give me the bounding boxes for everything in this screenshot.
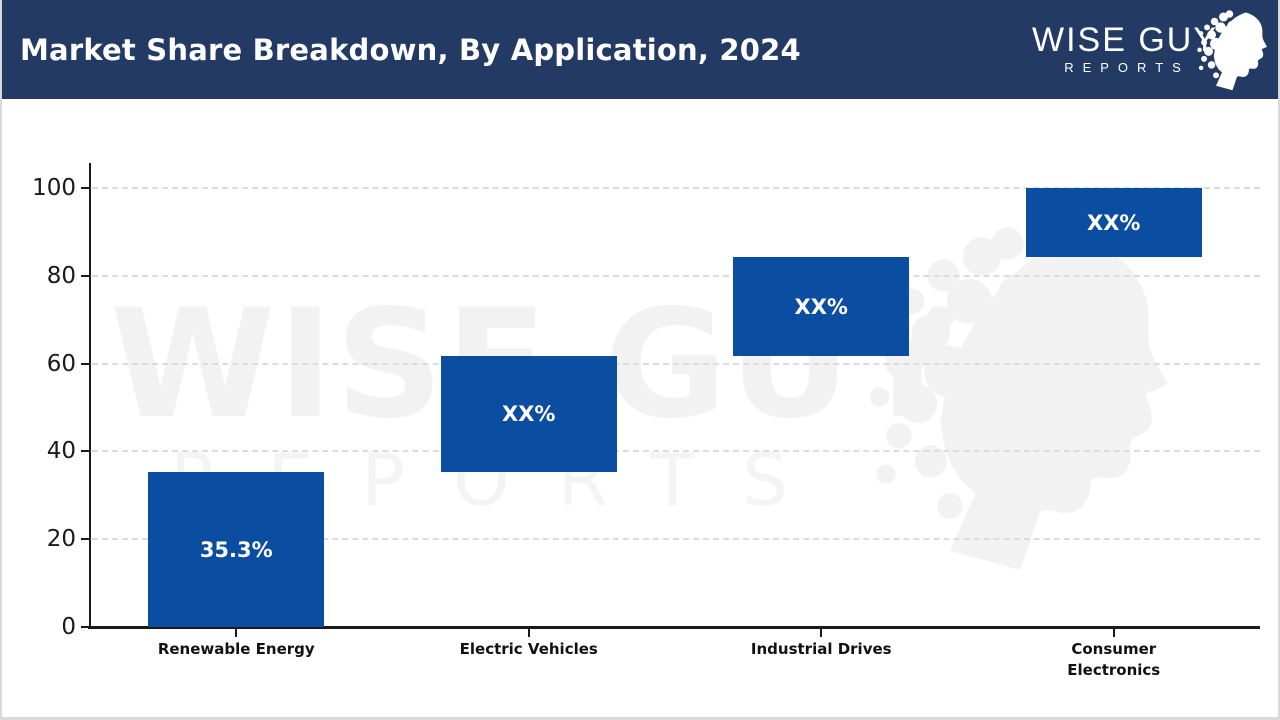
y-axis-line — [89, 163, 91, 629]
bar-segment: 35.3% — [148, 472, 325, 627]
y-tick-mark — [81, 274, 90, 277]
x-category-label: Industrial Drives — [750, 640, 892, 658]
x-category-label: Renewable Energy — [157, 640, 315, 658]
y-tick-mark — [81, 626, 90, 628]
x-axis-line — [88, 626, 1260, 629]
x-tick-mark — [527, 629, 530, 637]
logo-wordmark: WISE GUY — [1032, 21, 1219, 59]
y-tick-label: 60 — [46, 350, 76, 377]
bar-segment: XX% — [1025, 188, 1202, 258]
bar-value-label: 35.3% — [199, 537, 273, 562]
bar-value-label: XX% — [794, 294, 848, 319]
y-tick-mark — [81, 362, 90, 365]
page-title: Market Share Breakdown, By Application, … — [20, 32, 801, 67]
gridline — [92, 450, 1260, 453]
bar-segment: XX% — [733, 257, 910, 356]
x-category-label: Electric Vehicles — [459, 640, 598, 658]
y-tick-mark — [81, 187, 90, 189]
logo-head-dots-icon — [1188, 8, 1274, 94]
bar-value-label: XX% — [1087, 210, 1141, 235]
x-tick-mark — [820, 629, 823, 637]
gridline — [92, 187, 1260, 189]
y-tick-label: 0 — [61, 614, 76, 640]
x-tick-mark — [235, 629, 238, 637]
y-tick-label: 100 — [32, 175, 76, 201]
x-category-label: Consumer Electronics — [1067, 640, 1161, 679]
logo-text: WISE GUY REPORTS — [1032, 22, 1218, 75]
wiseguy-logo: WISE GUY REPORTS — [1002, 6, 1274, 94]
gridline — [92, 274, 1260, 277]
x-tick-mark — [1112, 629, 1115, 637]
y-tick-mark — [81, 538, 90, 541]
header-bar: Market Share Breakdown, By Application, … — [2, 0, 1278, 99]
y-tick-label: 40 — [46, 438, 76, 465]
y-tick-mark — [81, 450, 90, 453]
gridline — [92, 538, 1260, 541]
logo-subtext: REPORTS — [1064, 60, 1190, 75]
gridline — [92, 362, 1260, 365]
bar-value-label: XX% — [502, 401, 556, 426]
bar-segment: XX% — [440, 355, 617, 473]
y-tick-label: 20 — [46, 526, 76, 553]
y-tick-label: 80 — [46, 262, 76, 289]
